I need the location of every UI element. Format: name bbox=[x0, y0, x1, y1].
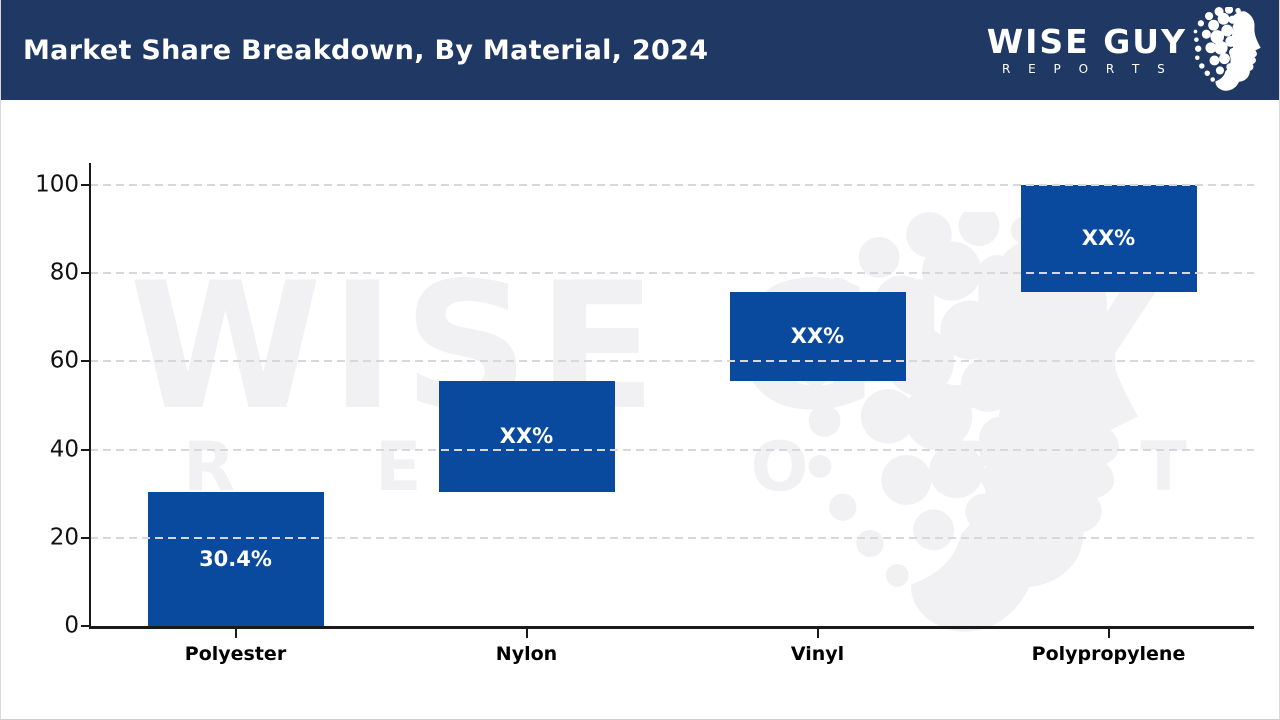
face-profile-shape bbox=[1215, 11, 1261, 91]
header-bar: Market Share Breakdown, By Material, 202… bbox=[1, 0, 1279, 100]
x-category-label: Polypropylene bbox=[1031, 643, 1186, 665]
y-tick-mark bbox=[81, 272, 90, 275]
x-tick-mark bbox=[1107, 629, 1110, 638]
y-axis-spine bbox=[89, 163, 91, 628]
x-tick-mark bbox=[234, 629, 237, 638]
x-category-label: Polyester bbox=[184, 643, 287, 665]
y-tick-mark bbox=[81, 448, 90, 451]
y-tick-mark bbox=[81, 536, 90, 539]
bar-value-label: XX% bbox=[790, 324, 845, 349]
bar: XX% bbox=[1020, 185, 1197, 292]
y-gridline bbox=[90, 448, 1254, 451]
bar-value-label: 30.4% bbox=[199, 546, 272, 571]
head-profile-dots-icon bbox=[1193, 7, 1261, 91]
y-tick-mark bbox=[81, 625, 90, 627]
x-tick-mark bbox=[525, 629, 528, 638]
bar: XX% bbox=[438, 380, 615, 492]
page-title: Market Share Breakdown, By Material, 202… bbox=[23, 34, 709, 66]
y-tick-mark bbox=[81, 360, 90, 363]
bar: XX% bbox=[729, 291, 906, 381]
brand-logo: WISE GUY R E P O R T S bbox=[987, 7, 1269, 94]
y-tick-mark bbox=[81, 184, 90, 186]
x-category-label: Nylon bbox=[495, 643, 558, 665]
bar-value-label: XX% bbox=[499, 424, 554, 449]
bar-value-label: XX% bbox=[1081, 226, 1136, 251]
y-gridline bbox=[90, 536, 1254, 539]
y-gridline bbox=[90, 360, 1254, 363]
brand-logo-line1: WISE GUY bbox=[986, 22, 1187, 62]
y-tick-label: 60 bbox=[49, 347, 79, 374]
brand-logo-text: WISE GUY R E P O R T S bbox=[987, 25, 1187, 76]
y-tick-label: 80 bbox=[49, 259, 79, 286]
y-gridline bbox=[90, 184, 1254, 186]
y-tick-label: 40 bbox=[49, 436, 79, 463]
y-tick-label: 20 bbox=[49, 524, 79, 551]
chart-area: WISE GUY R E P O R T S 020406080100Polye… bbox=[1, 100, 1279, 719]
x-axis-spine bbox=[89, 626, 1254, 629]
y-tick-label: 100 bbox=[35, 171, 79, 198]
bar: 30.4% bbox=[147, 491, 324, 626]
y-gridline bbox=[90, 272, 1254, 275]
y-tick-label: 0 bbox=[64, 612, 79, 639]
plot-area: 0 20 40 60 80 100 Polyester Nylon Vinyl Polypropy… bbox=[1, 100, 1279, 719]
x-tick-mark bbox=[816, 629, 819, 638]
brand-logo-line2: R E P O R T S bbox=[1001, 61, 1172, 76]
x-category-label: Vinyl bbox=[790, 643, 845, 665]
